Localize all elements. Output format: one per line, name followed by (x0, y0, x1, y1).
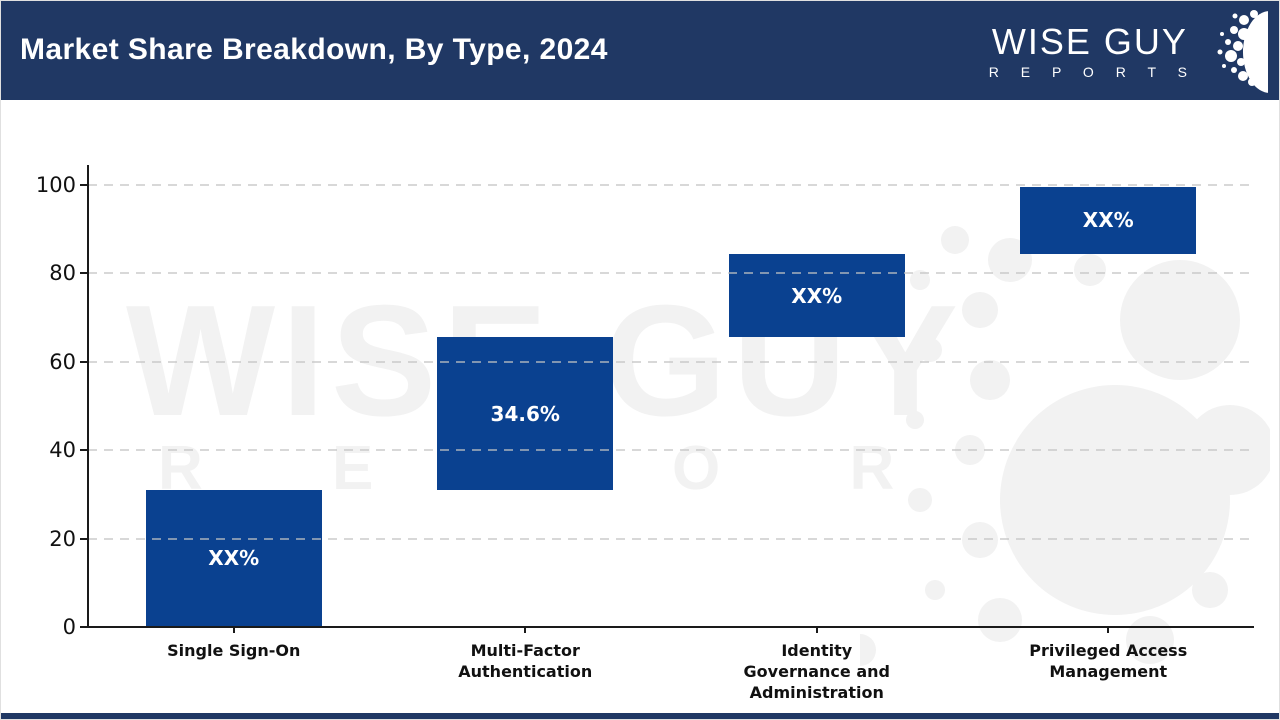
x-category-label-line: Authentication (458, 662, 593, 681)
x-tick-mark (815, 627, 818, 633)
logo-wordmark: WISE GUY (991, 20, 1188, 62)
y-tick-label: 60 (49, 349, 76, 374)
gridline (88, 184, 1254, 186)
y-axis-spine (87, 165, 89, 628)
bar-value-label: 34.6% (490, 401, 560, 426)
page-title: Market Share Breakdown, By Type, 2024 (20, 33, 608, 66)
x-category-label-line: Identity (781, 641, 853, 660)
y-tick-mark (80, 360, 87, 363)
x-tick-mark (232, 627, 235, 633)
gridline (88, 360, 1254, 363)
y-tick-label: 80 (49, 261, 76, 286)
y-tick-mark (80, 272, 87, 275)
x-category-label-line: Single Sign-On (167, 641, 301, 660)
bar: XX% (1020, 186, 1197, 254)
x-category-label-line: Multi-Factor (470, 641, 580, 660)
footer-bar (0, 713, 1280, 720)
y-tick-mark (80, 184, 87, 186)
x-category-label-line: Governance and (743, 662, 890, 681)
x-category-label: Single Sign-On (84, 640, 384, 661)
x-tick-mark (1107, 627, 1110, 633)
x-axis-spine (88, 626, 1254, 628)
x-category-label: Privileged Access Management (958, 640, 1258, 682)
bar-value-label: XX% (791, 283, 843, 308)
x-category-label-line: Privileged Access (1029, 641, 1188, 660)
gridline (88, 449, 1254, 452)
logo-text: WISE GUY R E P O R T S (984, 20, 1196, 81)
x-tick-mark (524, 627, 527, 633)
bar-value-label: XX% (208, 546, 260, 571)
header-bar: Market Share Breakdown, By Type, 2024 WI… (0, 0, 1280, 100)
y-tick-mark (80, 626, 87, 628)
y-tick-mark (80, 449, 87, 452)
x-category-label-line: Administration (749, 683, 884, 702)
gridline (88, 272, 1254, 275)
y-tick-label: 100 (35, 173, 76, 197)
logo-subtitle: R E P O R T S (988, 63, 1196, 80)
bar: XX% (145, 489, 322, 627)
y-tick-mark (80, 537, 87, 540)
x-category-label: Multi-Factor Authentication (375, 640, 675, 682)
x-category-label: Identity Governance and Administration (667, 640, 967, 703)
y-tick-label: 40 (49, 438, 76, 463)
x-category-label-line: Management (1049, 662, 1168, 681)
y-tick-label: 0 (62, 615, 76, 639)
plot-area: XX% 34.6% XX% XX% (88, 184, 1254, 633)
wise-guy-reports-logo: WISE GUY R E P O R T S (984, 6, 1268, 96)
bar-value-label: XX% (1082, 208, 1134, 233)
gridline (88, 537, 1254, 540)
bar: XX% (728, 253, 905, 338)
y-tick-label: 20 (49, 526, 76, 551)
logo-head-profile-icon (1217, 10, 1268, 93)
